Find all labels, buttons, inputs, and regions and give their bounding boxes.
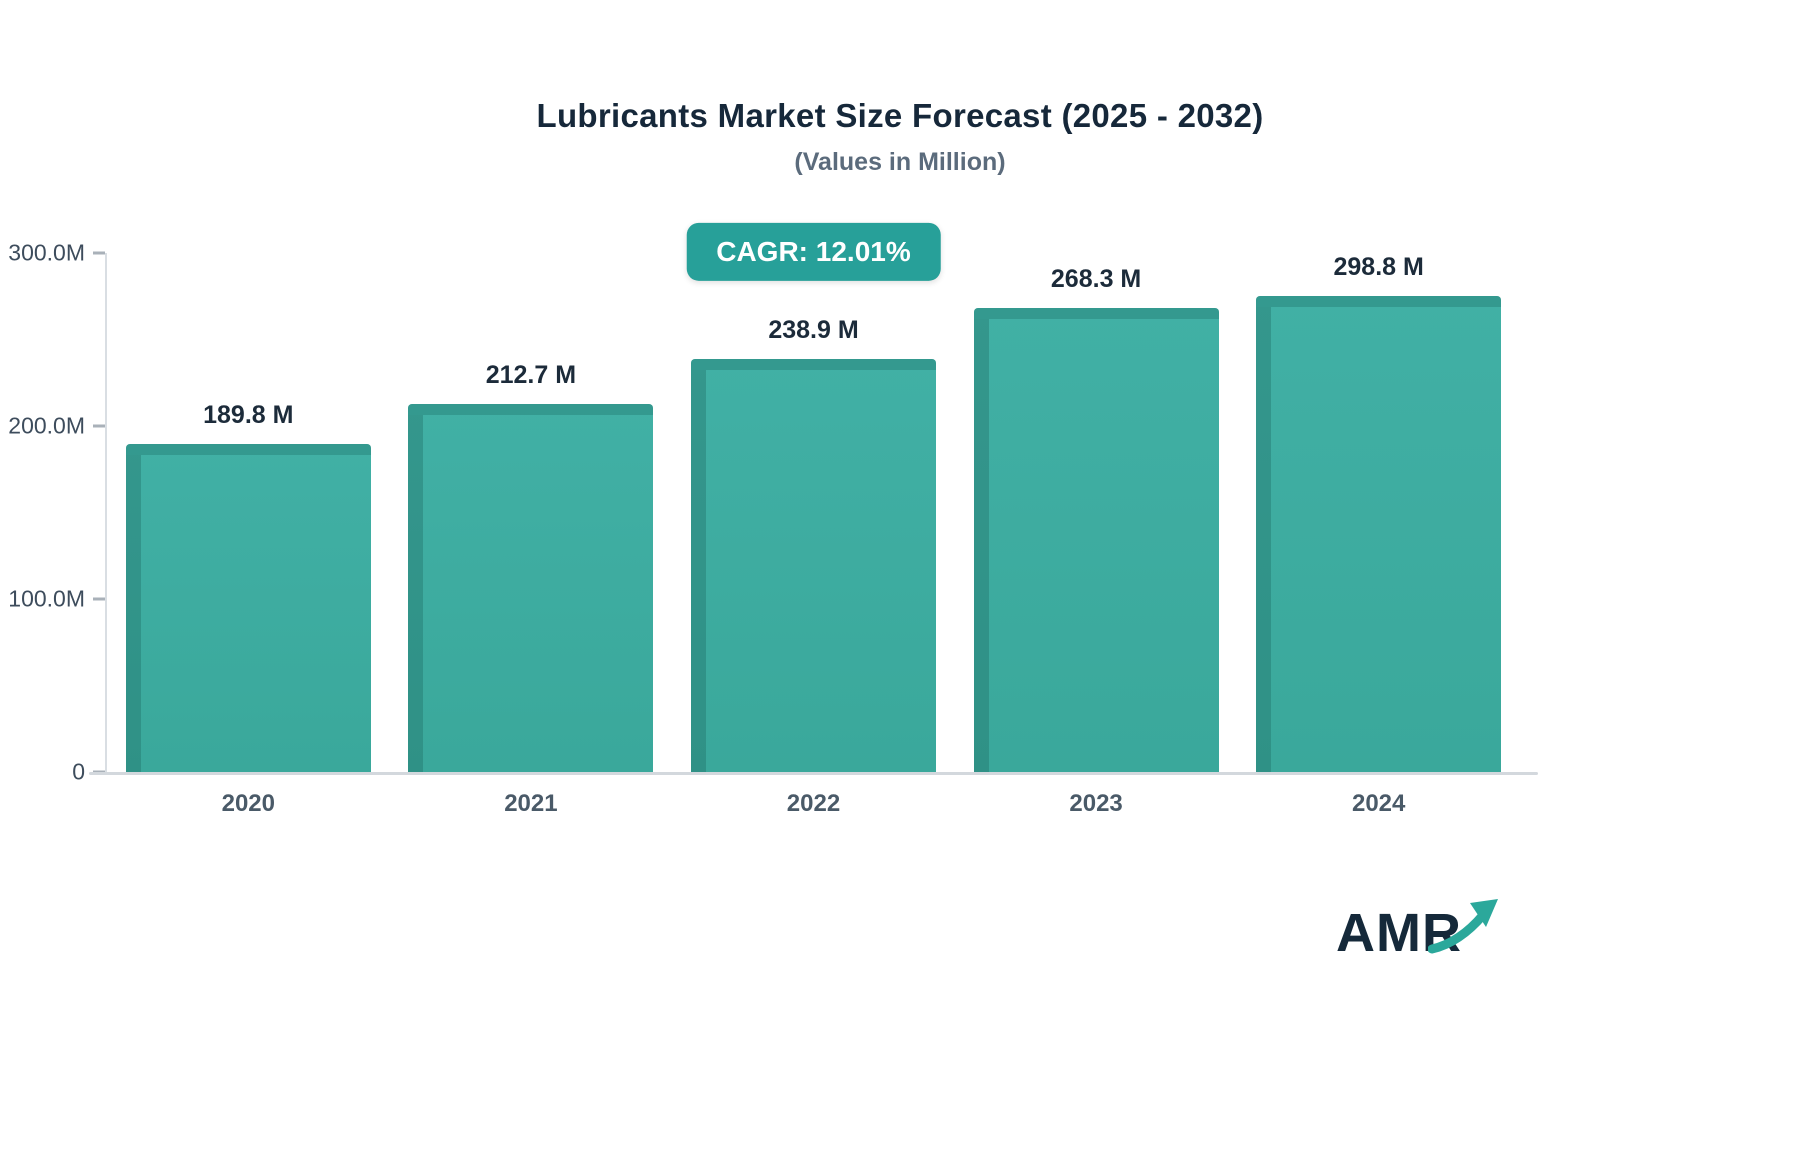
x-axis-label: 2024 [1351, 790, 1406, 817]
y-axis-label: 200.0M [8, 412, 85, 439]
bar-group-2020: 189.8 M 2020 [107, 253, 390, 817]
x-axis-label: 2022 [786, 790, 841, 817]
bar-value-label: 268.3 M [1050, 264, 1142, 293]
y-tick [93, 251, 105, 255]
x-axis-line [89, 772, 1538, 775]
bar-value-label: 189.8 M [203, 400, 294, 429]
bar-2022 [690, 358, 936, 773]
chart-title: Lubricants Market Size Forecast (2025 - … [536, 97, 1264, 134]
bar-value-label: 212.7 M [485, 361, 577, 390]
bar-value-label: 238.9 M [768, 315, 859, 344]
bar-group-2022: 238.9 M 2022 [672, 253, 955, 817]
amr-logo-arrow-icon [1428, 899, 1498, 954]
y-tick [93, 424, 105, 428]
bar-2024 [1256, 296, 1502, 772]
y-tick [93, 597, 105, 601]
bar-group-2021: 212.7 M 2021 [390, 253, 673, 817]
amr-logo-text: AMR [1336, 903, 1462, 963]
bar-value-label: 298.8 M [1333, 253, 1424, 281]
bar-2021 [408, 404, 654, 772]
x-axis-label: 2021 [504, 790, 558, 817]
bar-2020 [125, 443, 371, 773]
y-axis-label: 0 [72, 758, 85, 785]
y-axis-label: 300.0M [8, 239, 85, 266]
bar-group-2023: 268.3 M 2023 [955, 253, 1238, 817]
x-axis-label: 2020 [221, 790, 275, 817]
y-axis-label: 100.0M [8, 585, 85, 612]
bar-group-2024: 298.8 M 2024 [1237, 253, 1520, 817]
bars-container: 189.8 M 2020 212.7 M 2021 238.9 M 2022 2… [107, 253, 1520, 817]
amr-logo: AMR [1336, 899, 1500, 964]
chart-subtitle: (Values in Million) [794, 148, 1006, 176]
x-axis-label: 2023 [1069, 790, 1123, 817]
cagr-badge: CAGR: 12.01% [686, 222, 941, 281]
bar-2023 [973, 307, 1219, 773]
plot-area: CAGR: 12.01% 300.0M 200.0M 100.0M 0 189.… [8, 222, 1538, 817]
